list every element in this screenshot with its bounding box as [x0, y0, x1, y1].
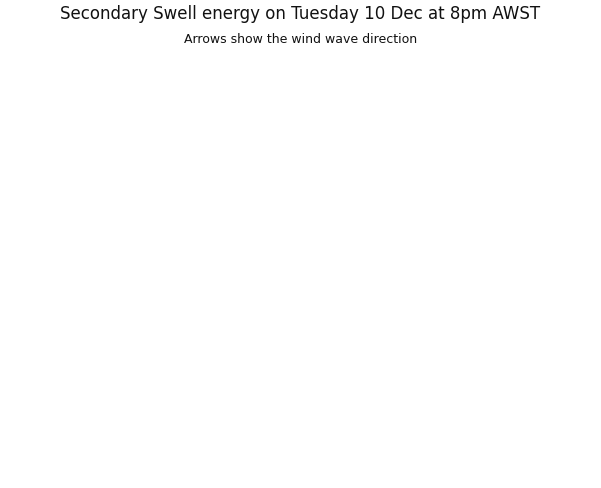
Text: Secondary Swell energy on Tuesday 10 Dec at 8pm AWST: Secondary Swell energy on Tuesday 10 Dec… [61, 5, 540, 23]
Text: Arrows show the wind wave direction: Arrows show the wind wave direction [184, 34, 417, 46]
